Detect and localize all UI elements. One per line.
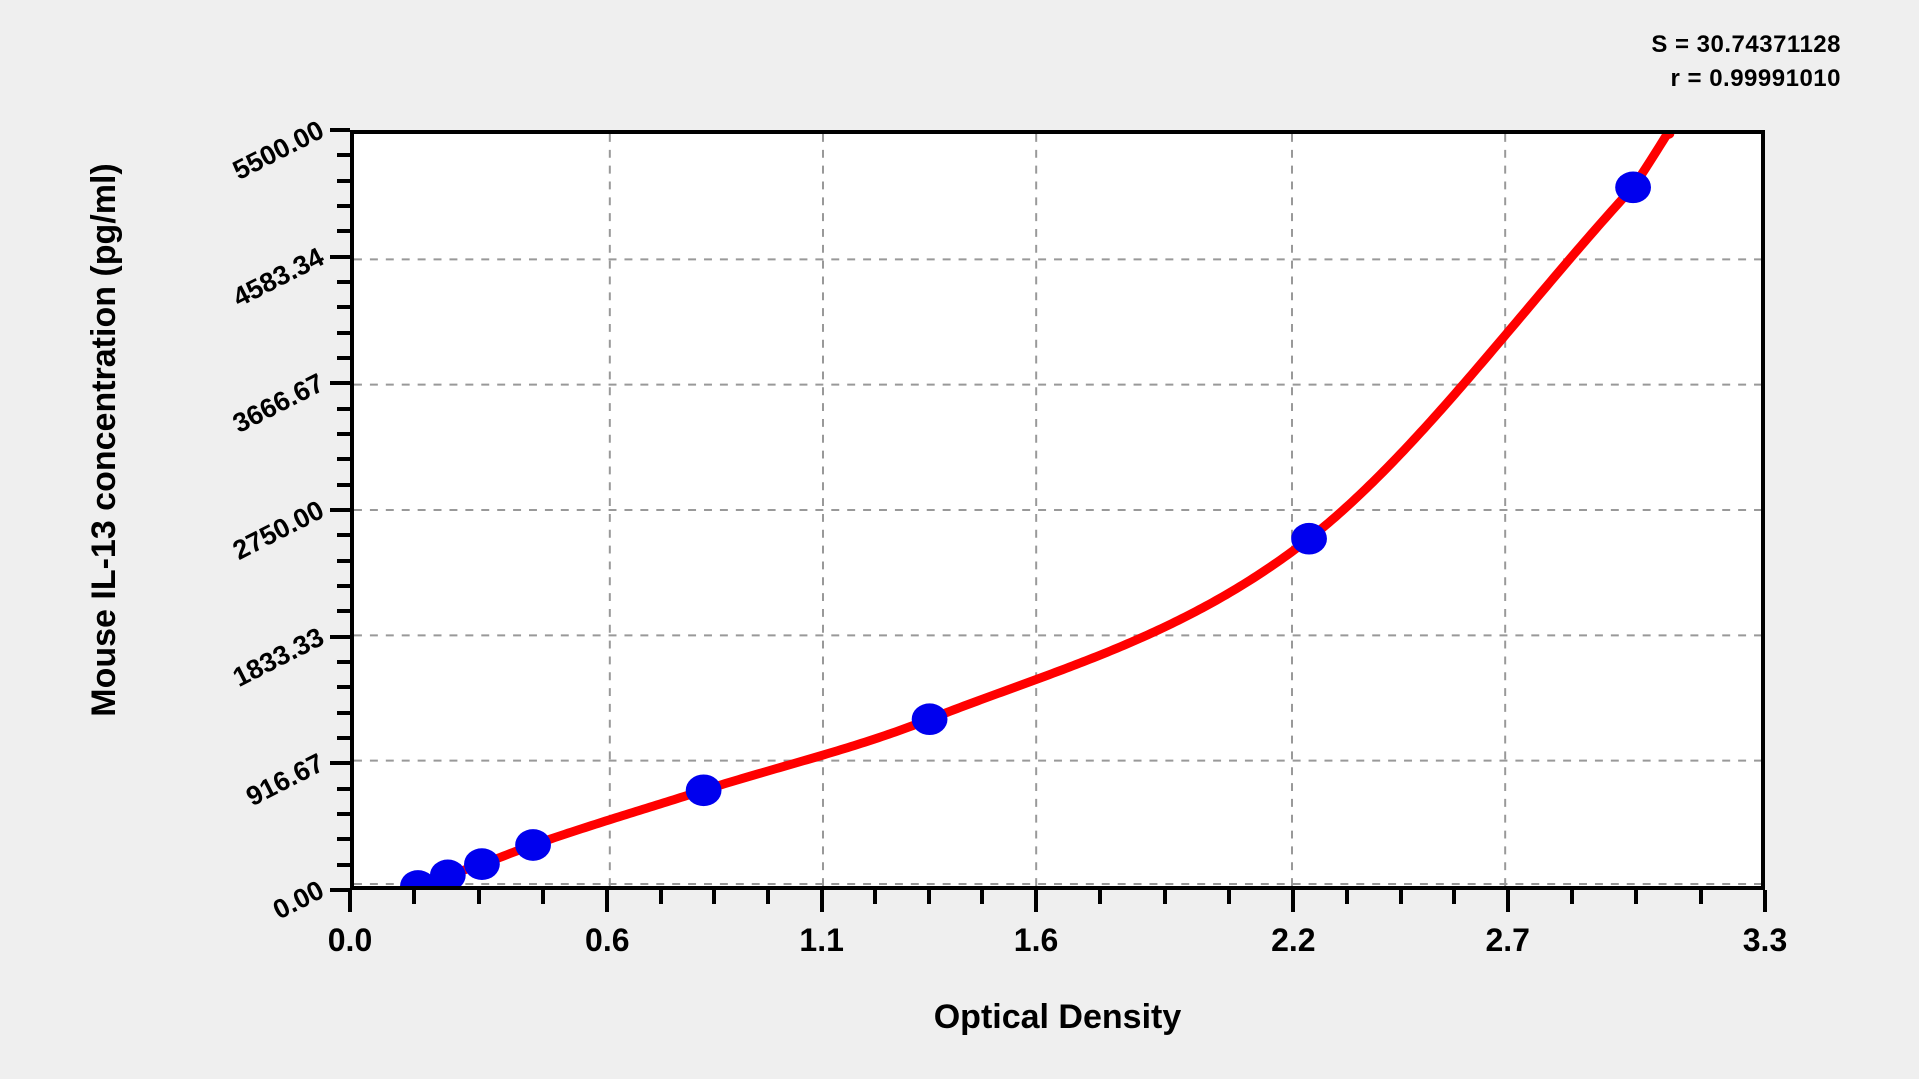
x-tick-label: 2.7 [1485, 922, 1530, 958]
x-tick-minor [712, 890, 717, 904]
x-tick-minor [412, 890, 417, 904]
x-tick-minor [980, 890, 985, 904]
y-tick-minor [337, 330, 350, 335]
x-tick-minor [873, 890, 878, 904]
s-value-text: S = 30.74371128 [1651, 31, 1841, 58]
y-tick-minor [337, 431, 350, 436]
y-tick-major [330, 381, 350, 386]
y-tick-minor [337, 584, 350, 588]
x-tick-minor [926, 890, 931, 904]
gridlines [354, 134, 1761, 886]
y-tick-major [330, 634, 350, 639]
x-tick-major [1505, 890, 1510, 912]
y-tick-minor [337, 660, 350, 664]
y-tick-minor [337, 355, 350, 360]
y-tick-minor [337, 558, 350, 563]
x-tick-minor [1452, 890, 1457, 904]
y-tick-minor [337, 533, 350, 538]
x-tick-major [1291, 890, 1296, 912]
x-tick-minor [766, 890, 771, 904]
x-tick-label: 0.0 [327, 922, 373, 958]
y-tick-minor [337, 710, 350, 715]
y-tick-minor [337, 482, 350, 487]
x-tick-minor [1162, 890, 1167, 904]
y-tick-minor [337, 305, 350, 310]
x-tick-minor [1098, 890, 1103, 904]
y-tick-minor [337, 811, 350, 816]
data-point [1291, 522, 1327, 555]
x-tick-label: 0.6 [585, 922, 630, 958]
y-tick-major [330, 888, 350, 892]
x-tick-minor [1344, 890, 1349, 904]
y-tick-minor [337, 153, 350, 158]
data-point [685, 774, 722, 807]
r-value-text: r = 0.99991010 [1670, 65, 1841, 93]
x-tick-minor [1698, 890, 1703, 904]
y-tick-minor [337, 229, 350, 234]
y-tick-major [330, 761, 350, 766]
fit-curve [413, 134, 1675, 886]
y-tick-minor [337, 178, 350, 183]
y-tick-major [330, 508, 350, 512]
data-point [1615, 171, 1651, 204]
y-tick-major [330, 128, 350, 132]
x-tick-major [348, 890, 352, 912]
y-tick-minor [337, 862, 350, 867]
x-tick-minor [1570, 890, 1575, 904]
x-tick-minor [540, 890, 545, 904]
x-tick-label: 2.2 [1271, 922, 1316, 958]
y-tick-minor [337, 203, 350, 208]
x-tick-label: 1.1 [799, 922, 844, 958]
x-tick-major [819, 890, 824, 912]
data-point [515, 829, 551, 861]
y-tick-minor [337, 609, 350, 614]
fit-statistics: S = 30.74371128 r = 0.99991010 [1651, 28, 1841, 96]
data-points [400, 171, 1651, 886]
x-tick-minor [658, 890, 663, 904]
x-tick-label: 1.6 [1013, 922, 1059, 958]
y-tick-minor [337, 406, 350, 411]
x-tick-minor [476, 890, 481, 904]
y-tick-minor [337, 685, 350, 690]
y-tick-minor [337, 735, 350, 740]
x-tick-minor [1634, 890, 1639, 904]
x-axis-title: Optical Density [933, 998, 1182, 1036]
x-tick-major [1763, 890, 1767, 912]
x-tick-minor [1227, 890, 1231, 904]
y-tick-minor [337, 786, 350, 791]
data-point [911, 703, 948, 736]
x-tick-major [605, 890, 610, 912]
x-tick-label: 3.3 [1742, 922, 1788, 958]
data-point [464, 848, 500, 880]
y-tick-major [330, 254, 350, 259]
x-tick-minor [1398, 890, 1403, 904]
data-point [429, 859, 466, 886]
y-tick-minor [337, 457, 350, 462]
plot-area [350, 130, 1765, 890]
y-tick-minor [337, 837, 350, 842]
y-tick-minor [337, 279, 350, 284]
plot-canvas [354, 134, 1761, 886]
data-point [400, 870, 436, 886]
x-tick-major [1034, 890, 1039, 912]
